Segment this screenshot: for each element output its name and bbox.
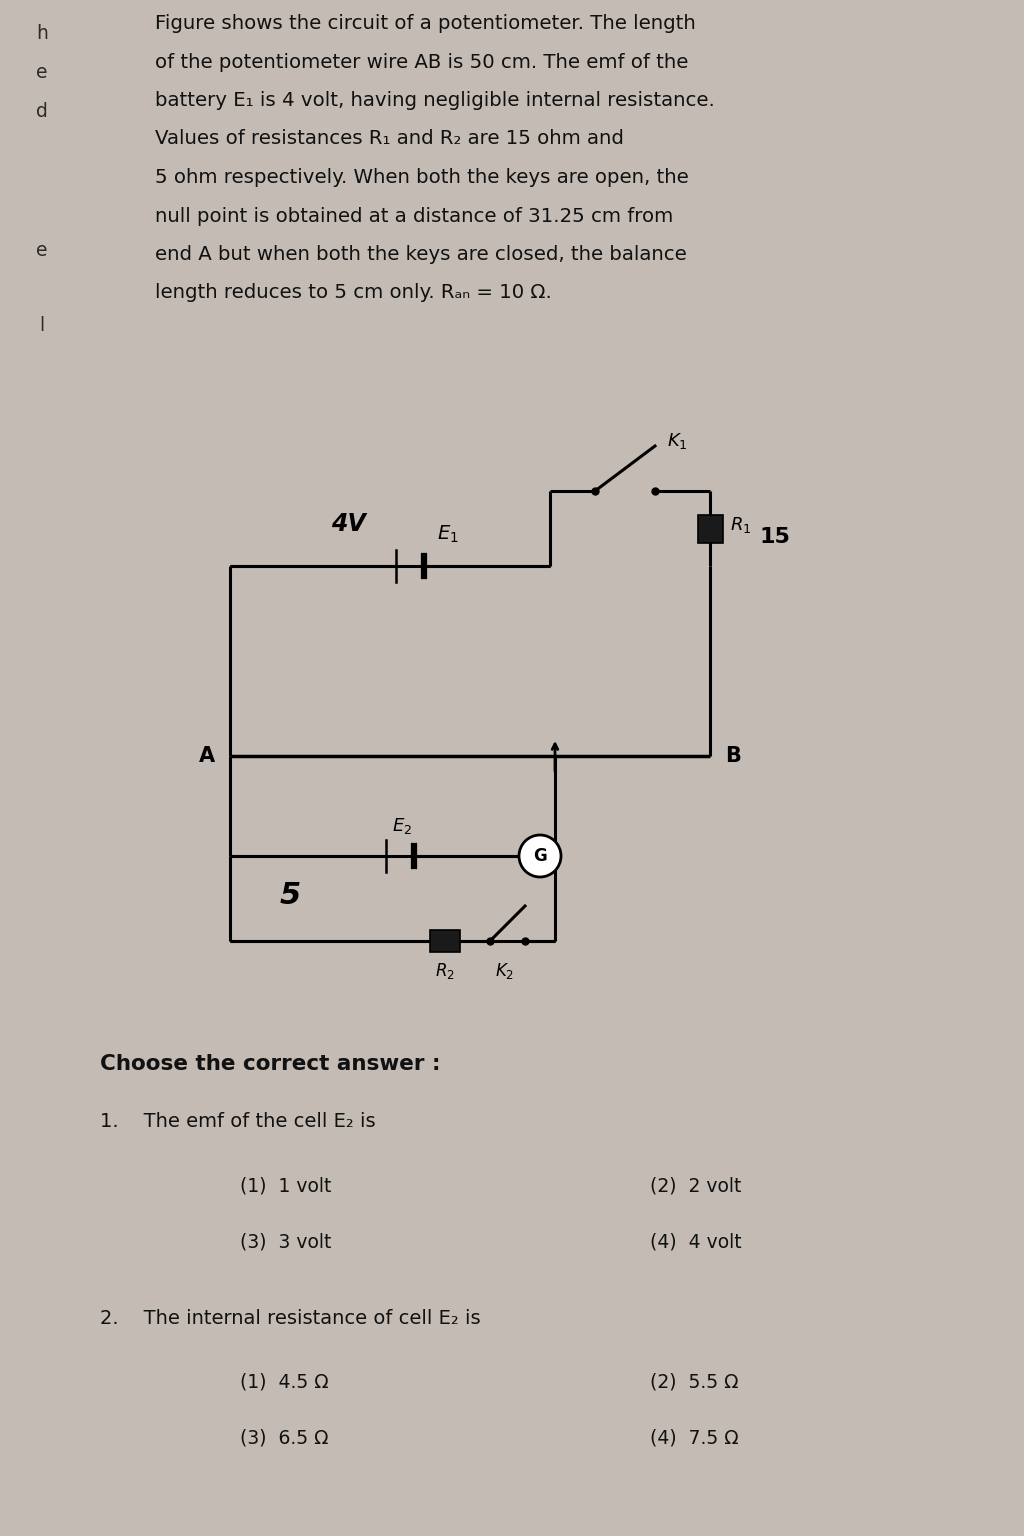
- Text: 15: 15: [760, 527, 791, 547]
- Text: battery E₁ is 4 volt, having negligible internal resistance.: battery E₁ is 4 volt, having negligible …: [155, 91, 715, 111]
- Text: (2)  2 volt: (2) 2 volt: [650, 1177, 741, 1195]
- Text: (1)  4.5 Ω: (1) 4.5 Ω: [240, 1372, 329, 1392]
- Text: $E_2$: $E_2$: [392, 816, 412, 836]
- Text: $K_2$: $K_2$: [496, 962, 515, 982]
- Text: null point is obtained at a distance of 31.25 cm from: null point is obtained at a distance of …: [155, 206, 673, 226]
- Text: Choose the correct answer :: Choose the correct answer :: [100, 1054, 440, 1074]
- Bar: [697, 515, 723, 542]
- Text: (3)  6.5 Ω: (3) 6.5 Ω: [240, 1428, 329, 1448]
- Text: 1.    The emf of the cell E₂ is: 1. The emf of the cell E₂ is: [100, 1112, 376, 1130]
- Circle shape: [519, 836, 561, 877]
- Text: e: e: [36, 63, 48, 81]
- Text: (4)  7.5 Ω: (4) 7.5 Ω: [650, 1428, 738, 1448]
- Text: (3)  3 volt: (3) 3 volt: [240, 1232, 332, 1250]
- Text: e: e: [36, 241, 48, 260]
- Text: of the potentiometer wire AB is 50 cm. The emf of the: of the potentiometer wire AB is 50 cm. T…: [155, 52, 688, 72]
- Text: length reduces to 5 cm only. Rₐₙ = 10 Ω.: length reduces to 5 cm only. Rₐₙ = 10 Ω.: [155, 284, 552, 303]
- Bar: [430, 929, 460, 952]
- Text: (2)  5.5 Ω: (2) 5.5 Ω: [650, 1372, 738, 1392]
- Text: $R_1$: $R_1$: [730, 515, 752, 535]
- Text: 5 ohm respectively. When both the keys are open, the: 5 ohm respectively. When both the keys a…: [155, 167, 689, 187]
- Text: 5: 5: [280, 882, 301, 911]
- Text: Figure shows the circuit of a potentiometer. The length: Figure shows the circuit of a potentiome…: [155, 14, 695, 32]
- Text: (1)  1 volt: (1) 1 volt: [240, 1177, 332, 1195]
- Text: 2.    The internal resistance of cell E₂ is: 2. The internal resistance of cell E₂ is: [100, 1309, 480, 1329]
- Text: (4)  4 volt: (4) 4 volt: [650, 1232, 741, 1250]
- Text: $E_1$: $E_1$: [437, 524, 459, 545]
- Text: h: h: [36, 25, 48, 43]
- Text: A: A: [199, 746, 215, 766]
- Text: d: d: [36, 101, 48, 121]
- Text: B: B: [725, 746, 741, 766]
- Text: l: l: [40, 316, 45, 335]
- Text: G: G: [534, 846, 547, 865]
- Text: Values of resistances R₁ and R₂ are 15 ohm and: Values of resistances R₁ and R₂ are 15 o…: [155, 129, 624, 149]
- Text: $K_1$: $K_1$: [667, 432, 687, 452]
- Text: 4V: 4V: [331, 511, 366, 536]
- Text: $R_2$: $R_2$: [435, 962, 455, 982]
- Text: end A but when both the keys are closed, the balance: end A but when both the keys are closed,…: [155, 246, 687, 264]
